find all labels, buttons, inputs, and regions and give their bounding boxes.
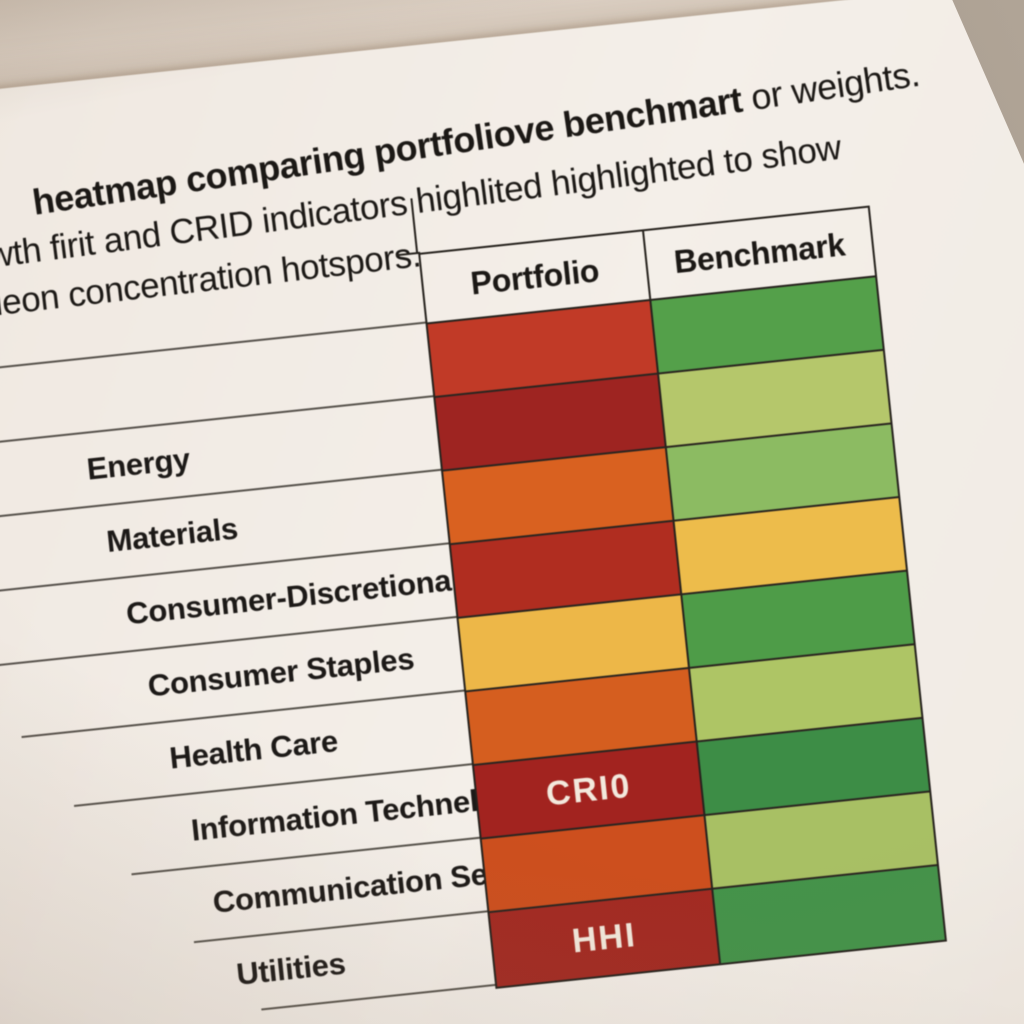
ruled-line xyxy=(0,321,428,385)
row-label-energy: Energy xyxy=(85,441,192,487)
caption-line1-end: or weights. xyxy=(748,52,923,118)
cell-annotation-hhi: HHI xyxy=(570,915,639,961)
row-label-materials: Materials xyxy=(104,510,240,560)
row-label-utilities: Utilities xyxy=(234,945,348,992)
cell-annotation-cri0: CRI0 xyxy=(544,766,634,813)
heatmap-table: Portfolio Benchmark xyxy=(418,205,947,989)
ruled-line xyxy=(0,394,436,456)
